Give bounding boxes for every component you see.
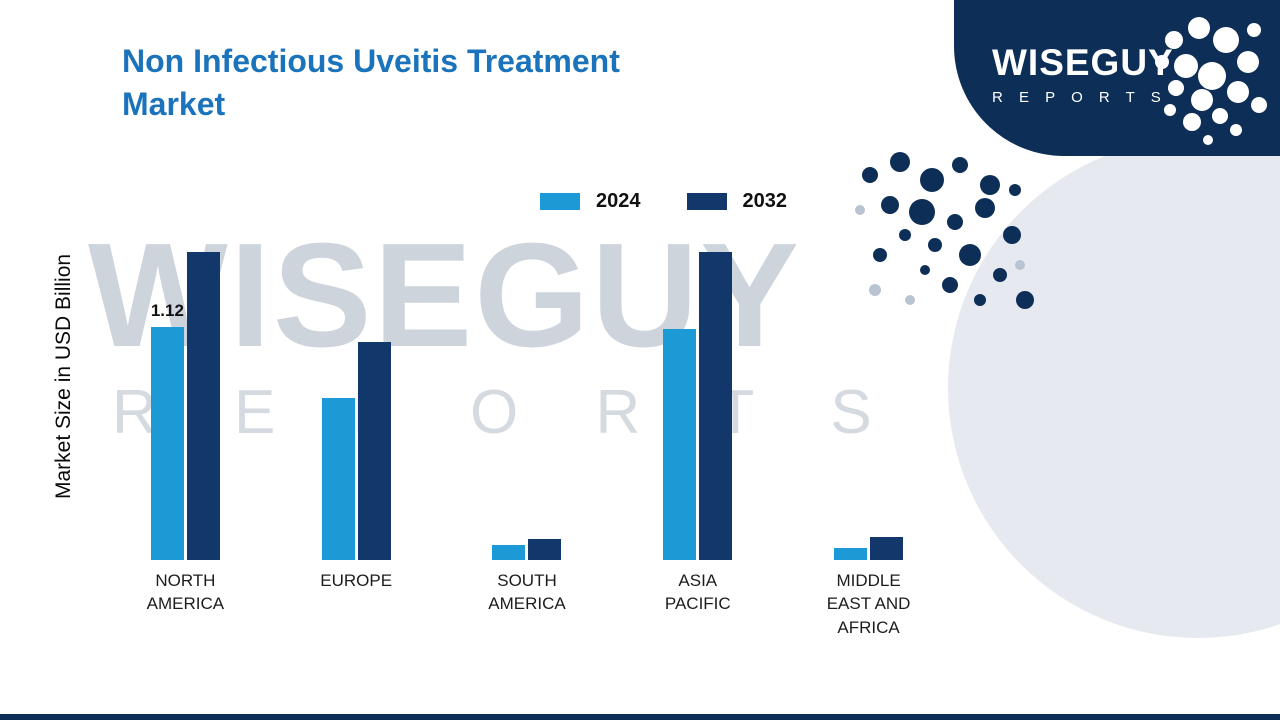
bar-2032 (357, 342, 391, 560)
bar-2024 (663, 329, 697, 560)
watermark-reports-text: R E P O R T S (112, 378, 902, 447)
category-label: MIDDLE EAST AND AFRICA (826, 571, 911, 637)
logo-wordmark: WISEGUY (992, 42, 1174, 83)
legend: 2024 2032 (540, 190, 787, 213)
bar-group: EUROPE (271, 250, 442, 639)
bar-pair (321, 250, 391, 560)
head-profile-icon (1155, 17, 1267, 145)
bar-2024 (321, 398, 355, 560)
category-label: EUROPE (320, 571, 393, 590)
page-title: Non Infectious Uveitis Treatment Market (122, 43, 620, 123)
bar-group: ASIA PACIFIC (612, 250, 783, 639)
bar-pair (663, 250, 733, 560)
bar-pair (834, 250, 904, 560)
brand-corner: WISEGUY R E P O R T S (954, 0, 1280, 156)
legend-swatch (686, 193, 727, 210)
bar-2032 (870, 537, 904, 560)
bar-group: 1.12 NORTH AMERICA (100, 250, 271, 639)
legend-swatch (540, 193, 580, 210)
category-label: ASIA PACIFIC (664, 571, 731, 614)
dots-decoration-icon (855, 152, 1034, 309)
bar-2024: 1.12 (151, 301, 184, 560)
bar-2032 (699, 252, 733, 560)
logo-reports-text: R E P O R T S (992, 89, 1167, 106)
bar-2024 (492, 545, 526, 560)
bottom-bar (0, 714, 1280, 720)
bar-group: MIDDLE EAST AND AFRICA (783, 250, 954, 639)
bar-pair: 1.12 (151, 250, 220, 560)
legend-label: 2032 (742, 190, 788, 212)
bar-2032 (528, 539, 562, 560)
legend-label: 2024 (596, 190, 641, 212)
category-label: NORTH AMERICA (146, 571, 225, 614)
bar-2032 (186, 252, 220, 560)
legend-item-2032: 2032 (686, 190, 788, 213)
legend-item-2024: 2024 (540, 190, 641, 213)
chart-plot: 1.12 NORTH AMERICA EUROPE SOUTH AMERICA ASIA… (100, 250, 954, 639)
category-label: SOUTH AMERICA (488, 571, 566, 614)
y-axis-label: Market Size in USD Billion (52, 253, 75, 499)
bar-pair (492, 250, 562, 560)
bar-value-label: 1.12 (150, 301, 184, 320)
bar-2024 (834, 548, 868, 560)
logo: WISEGUY R E P O R T S (992, 44, 1174, 106)
bar-group: SOUTH AMERICA (442, 250, 613, 639)
